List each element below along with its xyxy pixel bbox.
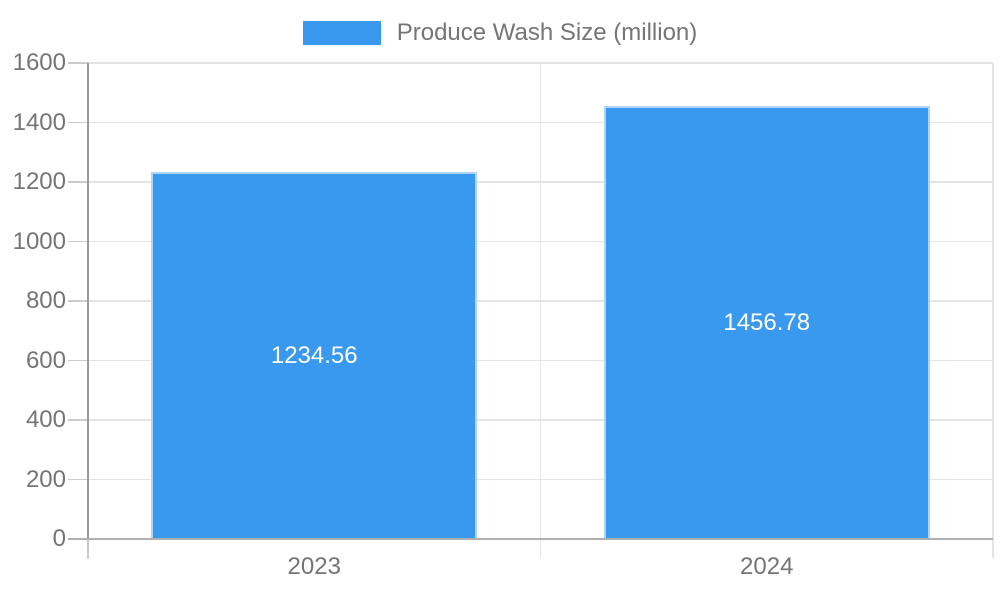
plot-area: 1234.56 1456.78 [68, 62, 993, 540]
x-axis-line [68, 538, 993, 540]
category-boundary-line [539, 63, 542, 558]
y-tick-mark [68, 121, 88, 124]
category-boundary-line [992, 63, 994, 558]
y-tick-mark [68, 359, 88, 362]
legend-swatch [302, 21, 381, 45]
bar: 1234.56 [151, 171, 478, 539]
y-tick-mark [68, 419, 88, 421]
y-tick-label: 1200 [12, 168, 66, 195]
y-tick-label: 1000 [12, 227, 66, 255]
y-tick-label: 200 [25, 465, 66, 493]
x-axis-label: 2024 [740, 553, 794, 580]
y-tick-label: 1600 [12, 49, 66, 76]
y-tick-label: 0 [52, 525, 66, 552]
y-tick-mark [68, 181, 88, 183]
y-tick-mark [68, 62, 88, 64]
bar: 1456.78 [603, 105, 930, 539]
y-tick-mark [68, 240, 88, 243]
y-tick-label: 1400 [12, 108, 66, 136]
y-tick-label: 400 [25, 406, 66, 433]
y-tick-label: 800 [25, 287, 66, 314]
legend-label: Produce Wash Size (million) [396, 19, 698, 46]
y-tick-label: 600 [25, 346, 66, 374]
bar-value-label: 1456.78 [723, 309, 811, 337]
y-tick-mark [68, 478, 88, 481]
x-axis-label: 2023 [287, 553, 341, 580]
legend[interactable]: Produce Wash Size (million) [0, 19, 1000, 47]
bar-value-label: 1234.56 [270, 342, 358, 370]
y-axis-line [87, 63, 89, 539]
y-tick-mark [68, 300, 88, 302]
y-axis-stub [87, 540, 89, 557]
